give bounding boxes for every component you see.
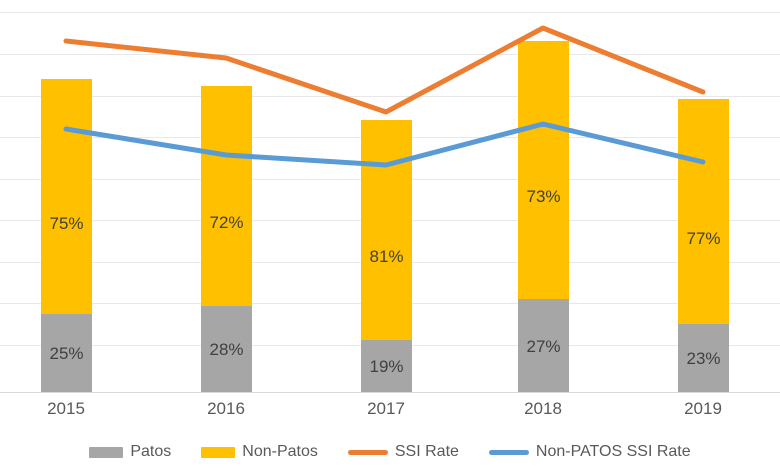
x-axis-tick-label: 2015 [47, 399, 85, 418]
bar-label-non-patos: 73% [526, 187, 561, 206]
bar-segment-patos[interactable]: 28% [201, 306, 252, 392]
bar-label-patos: 28% [209, 340, 244, 359]
gridline [0, 96, 780, 97]
x-axis-tick-label: 2017 [367, 399, 405, 418]
gridline [0, 12, 780, 13]
bar-segment-patos[interactable]: 27% [518, 299, 569, 392]
legend-label: Non-Patos [242, 443, 318, 460]
bar-segment-non-patos[interactable]: 72% [201, 86, 252, 306]
bar-segment-non-patos[interactable]: 73% [518, 41, 569, 299]
plot-area: 25% 75% 28% 72% 19% 81% 27% 73% 23% 77% [0, 12, 780, 393]
bar-segment-non-patos[interactable]: 81% [361, 120, 412, 340]
bar-segment-patos[interactable]: 23% [678, 324, 729, 392]
x-axis-baseline [0, 392, 780, 393]
bar-group[interactable]: 27% 73% [518, 41, 569, 392]
legend-label: Patos [130, 443, 172, 460]
ssi-rate-line [63, 25, 706, 115]
bar-label-patos: 25% [49, 344, 84, 363]
legend-item[interactable]: SSI Rate [347, 443, 459, 461]
chart-legend: Patos Non-Patos SSI Rate Non-PATOS SSI Rate [0, 438, 780, 466]
bar-segment-patos[interactable]: 25% [41, 314, 92, 392]
legend-item[interactable]: Non-PATOS SSI Rate [488, 443, 691, 461]
bar-segment-non-patos[interactable]: 75% [41, 79, 92, 314]
bar-group[interactable]: 19% 81% [361, 120, 412, 392]
bar-label-non-patos: 72% [209, 213, 244, 232]
x-axis-tick-label: 2016 [207, 399, 245, 418]
x-axis: 2015 2016 2017 2018 2019 [0, 396, 780, 430]
legend-swatch-bar-icon [201, 446, 236, 458]
bar-label-patos: 19% [369, 357, 404, 376]
bar-label-patos: 23% [686, 349, 721, 368]
legend-label: SSI Rate [394, 443, 459, 460]
bar-segment-non-patos[interactable]: 77% [678, 99, 729, 324]
bar-label-non-patos: 81% [369, 247, 404, 266]
legend-item[interactable]: Patos [89, 443, 171, 461]
legend-swatch-line-icon [347, 449, 388, 455]
bar-group[interactable]: 28% 72% [201, 86, 252, 392]
legend-swatch-line-icon [488, 449, 529, 455]
x-axis-tick-label: 2019 [684, 399, 722, 418]
bar-group[interactable]: 25% 75% [41, 79, 92, 392]
bar-label-non-patos: 77% [686, 228, 721, 248]
legend-label: Non-PATOS SSI Rate [535, 443, 691, 460]
gridline [0, 54, 780, 55]
bar-segment-patos[interactable]: 19% [361, 340, 412, 392]
x-axis-tick-label: 2018 [524, 399, 562, 418]
legend-item[interactable]: Non-Patos [201, 443, 318, 461]
bar-label-patos: 27% [526, 336, 561, 356]
bar-label-non-patos: 75% [49, 213, 84, 233]
bar-group[interactable]: 23% 77% [678, 99, 729, 392]
legend-swatch-bar-icon [89, 446, 124, 458]
